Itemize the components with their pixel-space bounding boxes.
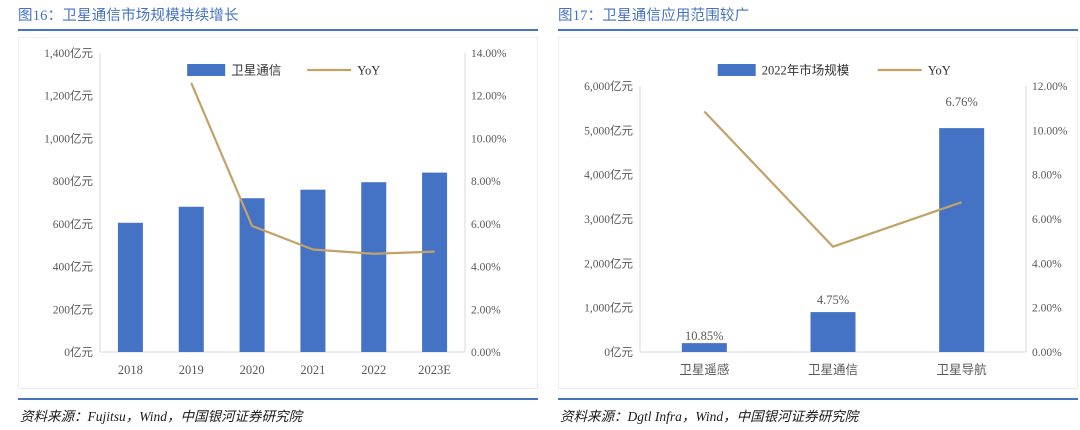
left-axis-tick: 1,000亿元 <box>584 302 633 315</box>
left-axis-tick: 6,000亿元 <box>584 80 633 93</box>
right-axis-tick: 0.00% <box>1032 347 1062 359</box>
category-label: 2018 <box>118 363 143 377</box>
figure-17-panel: 图17：卫星通信应用范围较广 0亿元 1,000亿元 2,000亿元 3,000亿元 4… <box>558 5 1078 426</box>
right-axis-tick: 10.00% <box>1032 125 1068 137</box>
legend-line-label: YoY <box>357 64 380 78</box>
figure-16-panel: 图16：卫星通信市场规模持续增长 0亿元 200亿元 400亿元 600亿元 800亿元… <box>18 5 538 426</box>
category-label: 2020 <box>240 363 265 377</box>
left-axis-tick: 2,000亿元 <box>584 257 633 270</box>
right-axis-tick: 14.00% <box>471 48 507 60</box>
right-axis-tick: 10.00% <box>471 133 507 145</box>
legend-line-label: YoY <box>928 64 951 78</box>
yoy-line <box>190 82 435 255</box>
right-axis-tick: 8.00% <box>1032 170 1062 182</box>
figure-16-source-text: 资料来源：Fujitsu，Wind，中国银河证券研究院 <box>20 409 303 424</box>
right-axis-tick: 4.00% <box>1032 258 1062 270</box>
figure-17-title-rule <box>558 29 1078 31</box>
figure-17-source-text: 资料来源：Dgtl Infra，Wind，中国银河证券研究院 <box>560 409 859 424</box>
category-label: 2019 <box>179 363 204 377</box>
bar-2019 <box>178 206 204 352</box>
data-label-卫星通信: 4.75% <box>817 293 849 307</box>
left-axis-tick: 3,000亿元 <box>584 213 633 226</box>
bar-卫星遥感 <box>681 343 727 352</box>
figure-17-chart: 0亿元 1,000亿元 2,000亿元 3,000亿元 4,000亿元 5,000亿元 6,… <box>584 63 1068 378</box>
category-label: 2023E <box>418 363 451 377</box>
bar-2018 <box>117 222 143 352</box>
bar-2020 <box>239 198 265 352</box>
figure-17-chart-box: 0亿元 1,000亿元 2,000亿元 3,000亿元 4,000亿元 5,000亿元 6,… <box>558 37 1078 389</box>
category-label: 卫星通信 <box>808 363 858 377</box>
figure-16-source-row: 资料来源：Fujitsu，Wind，中国银河证券研究院 <box>18 398 538 426</box>
category-label: 2021 <box>300 363 325 377</box>
right-axis-tick: 0.00% <box>471 347 501 359</box>
left-axis-tick: 1,400亿元 <box>44 47 93 60</box>
left-axis-tick: 600亿元 <box>53 218 94 231</box>
yoy-line <box>703 110 963 248</box>
figure-16-title: 图16：卫星通信市场规模持续增长 <box>18 8 239 24</box>
data-label-卫星遥感: 10.85% <box>685 329 724 343</box>
left-axis-tick: 200亿元 <box>53 303 94 316</box>
right-axis-tick: 2.00% <box>471 304 501 316</box>
left-axis-tick: 1,000亿元 <box>44 132 93 145</box>
figure-17-source-row: 资料来源：Dgtl Infra，Wind，中国银河证券研究院 <box>558 398 1078 426</box>
figure-16-title-rule <box>18 29 538 31</box>
legend-bar-label: 卫星通信 <box>231 64 281 78</box>
data-label-卫星导航: 6.76% <box>946 95 978 109</box>
right-axis-tick: 6.00% <box>471 219 501 231</box>
figure-16-chart: 0亿元 200亿元 400亿元 600亿元 800亿元 1,000亿元 1,200亿元 1,4… <box>44 47 507 377</box>
category-label: 卫星遥感 <box>679 362 729 377</box>
bar-2023E <box>422 172 448 352</box>
legend-bar-swatch <box>187 64 226 76</box>
left-axis-tick: 4,000亿元 <box>584 169 633 182</box>
right-axis-tick: 12.00% <box>471 91 507 103</box>
right-axis-tick: 8.00% <box>471 176 501 188</box>
right-axis-tick: 12.00% <box>1032 81 1068 93</box>
figure-17-title: 图17：卫星通信应用范围较广 <box>558 8 750 24</box>
right-axis-tick: 6.00% <box>1032 214 1062 226</box>
bar-卫星通信 <box>810 312 856 352</box>
legend-bar-label: 2022年市场规模 <box>762 63 850 78</box>
bar-卫星导航 <box>939 128 985 352</box>
figure-16-chart-box: 0亿元 200亿元 400亿元 600亿元 800亿元 1,000亿元 1,200亿元 1,4… <box>18 37 538 389</box>
left-axis-tick: 800亿元 <box>53 175 94 188</box>
left-axis-tick: 1,200亿元 <box>44 90 93 103</box>
right-axis-tick: 2.00% <box>1032 303 1062 315</box>
left-axis-tick: 0亿元 <box>604 346 633 359</box>
bar-2021 <box>300 189 326 352</box>
bar-2022 <box>361 182 387 352</box>
left-axis-tick: 400亿元 <box>53 261 94 274</box>
left-axis-tick: 5,000亿元 <box>584 124 633 137</box>
right-axis-tick: 4.00% <box>471 262 501 274</box>
left-axis-tick: 0亿元 <box>64 346 93 359</box>
legend-bar-swatch <box>717 64 756 76</box>
category-label: 卫星导航 <box>937 362 988 377</box>
category-label: 2022 <box>361 363 386 377</box>
